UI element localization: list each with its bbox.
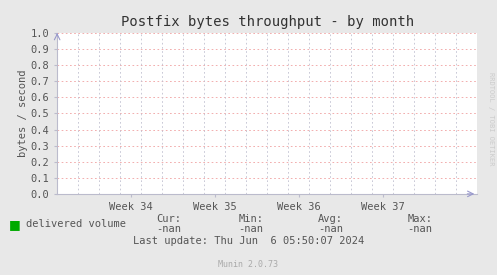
Title: Postfix bytes throughput - by month: Postfix bytes throughput - by month [121,15,414,29]
Text: Avg:: Avg: [318,214,343,224]
Text: delivered volume: delivered volume [26,219,126,229]
Text: -nan: -nan [408,224,432,234]
Text: RRDTOOL / TOBI OETIKER: RRDTOOL / TOBI OETIKER [488,72,494,165]
Text: Min:: Min: [239,214,263,224]
Text: -nan: -nan [157,224,181,234]
Y-axis label: bytes / second: bytes / second [18,70,28,157]
Text: Munin 2.0.73: Munin 2.0.73 [219,260,278,269]
Text: -nan: -nan [318,224,343,234]
Text: Last update: Thu Jun  6 05:50:07 2024: Last update: Thu Jun 6 05:50:07 2024 [133,236,364,246]
Text: Max:: Max: [408,214,432,224]
Text: -nan: -nan [239,224,263,234]
Text: Cur:: Cur: [157,214,181,224]
Text: ■: ■ [9,218,21,231]
